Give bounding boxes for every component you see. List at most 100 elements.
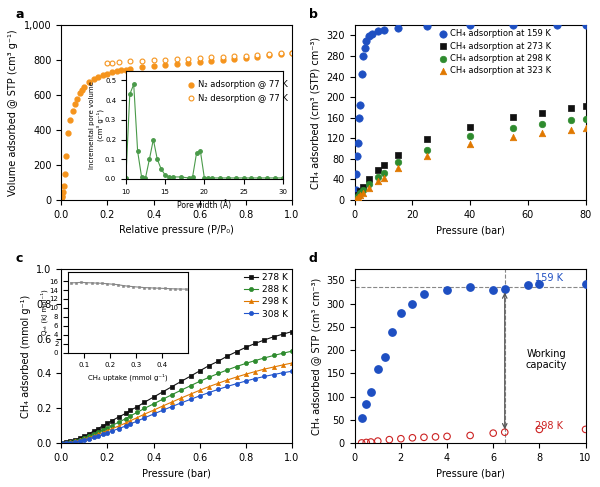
278 K [85, 431, 92, 437]
278 K [127, 407, 134, 413]
CH₄ adsorption at 323 K [581, 124, 590, 132]
Point [407, 434, 417, 442]
288 K [99, 427, 106, 433]
Line: N₂ adsorption @ 77 K: N₂ adsorption @ 77 K [59, 51, 295, 202]
CH₄ adsorption at 159 K [466, 21, 475, 29]
N₂ adsorption @ 77 K [113, 68, 120, 74]
N₂ adsorption @ 77 K [122, 67, 130, 73]
N₂ adsorption @ 77 K [109, 70, 116, 75]
Point [373, 437, 383, 445]
N₂ adsorption @ 77 K [161, 62, 169, 68]
308 K [196, 393, 203, 399]
Point [366, 438, 376, 446]
N₂ adsorption @ 77 K [196, 59, 203, 65]
N₂ adsorption @ 77 K [185, 60, 192, 66]
298 K [187, 391, 194, 397]
CH₄ adsorption at 273 K [466, 123, 475, 131]
308 K [109, 428, 116, 434]
298 K [270, 364, 277, 370]
308 K [99, 431, 106, 437]
CH₄ adsorption at 323 K [356, 191, 365, 199]
N₂ adsorption @ 77 K [173, 61, 180, 67]
298 K [81, 436, 88, 442]
N₂ desorption @ 77 K [219, 54, 226, 60]
298 K [90, 433, 97, 439]
308 K [122, 423, 130, 429]
308 K [279, 370, 286, 375]
CH₄ adsorption at 323 K [566, 126, 576, 134]
CH₄ adsorption at 273 K [356, 187, 365, 194]
278 K [134, 404, 141, 410]
288 K [270, 353, 277, 358]
288 K [122, 415, 130, 421]
N₂ adsorption @ 77 K [71, 101, 79, 107]
288 K [58, 440, 65, 446]
CH₄ adsorption at 159 K [353, 139, 362, 147]
308 K [58, 440, 65, 446]
298 K [71, 438, 79, 444]
298 K [150, 407, 157, 413]
Y-axis label: CH₄ adsorbed @ STP (cm³ cm⁻³): CH₄ adsorbed @ STP (cm³ cm⁻³) [311, 278, 321, 434]
278 K [81, 433, 88, 439]
298 K [115, 423, 122, 429]
Point [581, 426, 590, 433]
Text: d: d [308, 252, 317, 264]
CH₄ adsorption at 323 K [538, 129, 547, 137]
308 K [141, 415, 148, 421]
Line: 288 K: 288 K [59, 349, 294, 446]
N₂ adsorption @ 77 K [254, 54, 261, 59]
278 K [279, 331, 286, 337]
278 K [115, 414, 122, 420]
308 K [215, 387, 222, 393]
N₂ adsorption @ 77 K [61, 171, 68, 177]
CH₄ adsorption at 159 K [373, 27, 383, 35]
288 K [90, 431, 97, 437]
298 K [62, 440, 70, 446]
N₂ adsorption @ 77 K [81, 84, 88, 90]
288 K [279, 350, 286, 356]
CH₄ adsorption at 159 K [351, 186, 361, 193]
CH₄ adsorption at 273 K [538, 109, 547, 116]
278 K [150, 394, 157, 400]
Point [380, 353, 389, 361]
Y-axis label: CH₄ adsorbed (mmol g⁻¹): CH₄ adsorbed (mmol g⁻¹) [20, 295, 31, 418]
N₂ adsorption @ 77 K [79, 87, 86, 93]
288 K [95, 429, 102, 435]
CH₄ adsorption at 273 K [379, 161, 388, 169]
N₂ adsorption @ 77 K [104, 71, 111, 76]
CH₄ adsorption at 298 K [364, 181, 374, 188]
CH₄ adsorption at 298 K [466, 132, 475, 140]
CH₄ adsorption at 159 K [379, 26, 388, 34]
Point [488, 286, 498, 294]
CH₄ adsorption at 159 K [581, 21, 590, 29]
CH₄ adsorption at 159 K [352, 170, 361, 178]
298 K [196, 387, 203, 393]
CH₄ adsorption at 298 K [393, 158, 403, 166]
Point [535, 280, 544, 288]
Y-axis label: CH₄ adsorbed (cm³ (STP) cm⁻³): CH₄ adsorbed (cm³ (STP) cm⁻³) [311, 37, 321, 188]
N₂ adsorption @ 77 K [65, 131, 72, 136]
Point [581, 280, 590, 287]
298 K [95, 431, 102, 437]
288 K [224, 367, 231, 373]
298 K [109, 426, 116, 431]
Point [466, 283, 475, 291]
298 K [178, 395, 185, 401]
CH₄ adsorption at 298 K [509, 124, 518, 132]
CH₄ adsorption at 298 K [359, 186, 368, 194]
N₂ adsorption @ 77 K [289, 50, 296, 56]
N₂ adsorption @ 77 K [99, 72, 106, 78]
308 K [67, 440, 74, 446]
N₂ adsorption @ 77 K [76, 91, 83, 96]
298 K [99, 430, 106, 435]
308 K [115, 426, 122, 431]
N₂ adsorption @ 77 K [90, 76, 97, 82]
278 K [261, 337, 268, 343]
278 K [76, 435, 83, 441]
CH₄ adsorption at 323 K [359, 189, 368, 197]
Point [387, 328, 397, 336]
CH₄ adsorption at 323 K [379, 174, 388, 182]
278 K [270, 334, 277, 340]
Line: 308 K: 308 K [59, 369, 294, 446]
308 K [62, 440, 70, 446]
